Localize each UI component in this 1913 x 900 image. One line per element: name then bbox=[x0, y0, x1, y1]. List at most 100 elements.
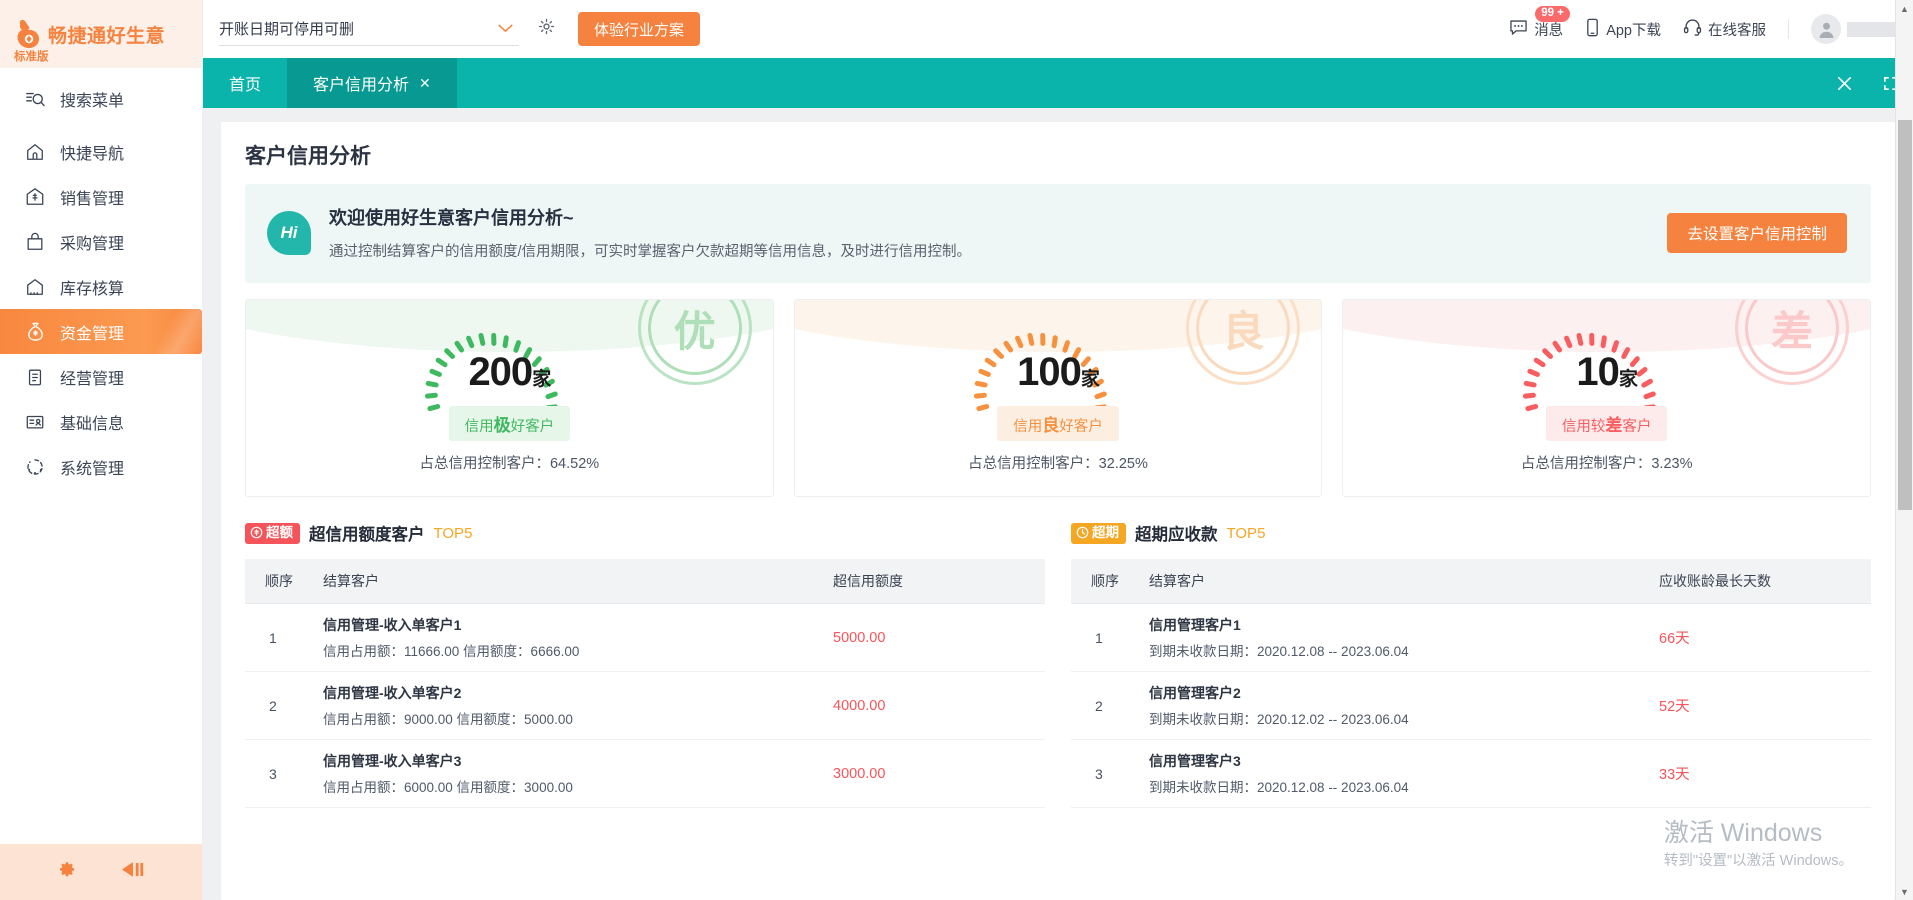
tab-home[interactable]: 首页 bbox=[203, 58, 287, 108]
table-row[interactable]: 3 信用管理客户3 到期未收款日期：2020.12.08 -- 2023.06.… bbox=[1071, 739, 1871, 808]
tab-close-icon[interactable]: ✕ bbox=[419, 74, 431, 91]
column-header-customer: 结算客户 bbox=[313, 559, 823, 604]
accounting-period-value: 开账日期可停用可删 bbox=[219, 21, 355, 38]
message-icon bbox=[1509, 19, 1528, 40]
gauge-value-good: 100家 bbox=[1017, 350, 1100, 394]
customer-sub: 到期未收款日期：2020.12.08 -- 2023.06.04 bbox=[1149, 780, 1409, 795]
over-credit-limit-section: 超额 超信用额度客户 TOP5 顺序 结算客户 超 bbox=[245, 521, 1045, 808]
gauge-tag-good: 信用良好客户 bbox=[997, 406, 1119, 441]
gauge-value-excellent: 200家 bbox=[468, 350, 551, 394]
sidebar-item-label: 销售管理 bbox=[60, 190, 125, 208]
gauge-percent-good: 占总信用控制客户：32.25% bbox=[968, 456, 1148, 472]
overdue-receivable-title: 超期应收款 bbox=[1135, 526, 1218, 544]
over-credit-limit-table: 顺序 结算客户 超信用额度 1 信用管理-收入单客 bbox=[245, 559, 1045, 808]
sidebar-item-label: 快捷导航 bbox=[60, 145, 125, 163]
sidebar-item-funds[interactable]: 资金管理 bbox=[0, 309, 202, 354]
cell-max-days: 33天 bbox=[1649, 739, 1871, 808]
sidebar-item-operations[interactable]: 经营管理 bbox=[0, 354, 202, 399]
credit-gauge-row: 优 bbox=[245, 299, 1872, 497]
accounting-period-select[interactable]: 开账日期可停用可删 bbox=[219, 12, 519, 46]
setup-credit-control-button[interactable]: 去设置客户信用控制 bbox=[1667, 212, 1847, 253]
scrollbar-thumb[interactable] bbox=[1898, 120, 1912, 510]
sidebar-item-purchase[interactable]: 采购管理 bbox=[0, 219, 202, 264]
main-pane: 开账日期可停用可删 体验行业方案 bbox=[203, 0, 1913, 900]
online-service-label: 在线客服 bbox=[1708, 22, 1766, 39]
tab-customer-credit-analysis[interactable]: 客户信用分析 ✕ bbox=[287, 58, 457, 108]
cell-max-days: 52天 bbox=[1649, 671, 1871, 740]
sidebar-item-basic-info[interactable]: 基础信息 bbox=[0, 399, 202, 444]
customer-sub: 信用占用额：11666.00 信用额度：6666.00 bbox=[323, 644, 580, 659]
sidebar-item-system[interactable]: 系统管理 bbox=[0, 444, 202, 489]
app-download-button[interactable]: App下载 bbox=[1585, 18, 1661, 41]
overdue-receivable-table: 顺序 结算客户 应收账龄最长天数 1 信用管理客户 bbox=[1071, 559, 1871, 808]
cell-customer: 信用管理客户3 到期未收款日期：2020.12.08 -- 2023.06.04 bbox=[1139, 739, 1649, 808]
customer-sub: 到期未收款日期：2020.12.08 -- 2023.06.04 bbox=[1149, 644, 1409, 659]
home-icon bbox=[24, 141, 46, 163]
messages-button[interactable]: 消息 99 + bbox=[1509, 5, 1570, 40]
messages-label: 消息 bbox=[1534, 22, 1564, 39]
sidebar-item-sales[interactable]: 销售管理 bbox=[0, 174, 202, 219]
customer-name: 信用管理-收入单客户3 bbox=[323, 753, 462, 769]
sidebar-item-label: 采购管理 bbox=[60, 235, 125, 253]
table-row[interactable]: 3 信用管理-收入单客户3 信用占用额：6000.00 信用额度：3000.00… bbox=[245, 739, 1045, 808]
messages-badge: 99 + bbox=[1535, 5, 1570, 22]
purchase-bag-icon bbox=[24, 231, 46, 253]
online-service-button[interactable]: 在线客服 bbox=[1683, 18, 1766, 40]
gauge-card-good[interactable]: 良 bbox=[793, 299, 1323, 497]
table-row[interactable]: 2 信用管理客户2 到期未收款日期：2020.12.02 -- 2023.06.… bbox=[1071, 671, 1871, 740]
cell-customer: 信用管理客户1 到期未收款日期：2020.12.08 -- 2023.06.04 bbox=[1139, 603, 1649, 672]
topbar-right-actions: 消息 99 + App下载 bbox=[1509, 5, 1899, 44]
sidebar-item-inventory[interactable]: 库存核算 bbox=[0, 264, 202, 309]
vertical-scrollbar[interactable]: ▲ ▼ bbox=[1895, 0, 1913, 900]
column-header-index: 顺序 bbox=[245, 559, 313, 604]
overdue-receivable-section: 超期 超期应收款 TOP5 顺序 结算客户 应收账 bbox=[1071, 521, 1871, 808]
page-header: 客户信用分析 bbox=[221, 122, 1895, 184]
over-credit-limit-title: 超信用额度客户 bbox=[309, 526, 425, 544]
cell-customer: 信用管理-收入单客户2 信用占用额：9000.00 信用额度：5000.00 bbox=[313, 671, 823, 740]
tables-row: 超额 超信用额度客户 TOP5 顺序 结算客户 超 bbox=[245, 521, 1871, 808]
sidebar-item-label: 库存核算 bbox=[60, 280, 125, 298]
close-icon[interactable] bbox=[1821, 58, 1867, 108]
money-bag-icon bbox=[24, 321, 46, 343]
table-row[interactable]: 2 信用管理-收入单客户2 信用占用额：9000.00 信用额度：5000.00… bbox=[245, 671, 1045, 740]
over-credit-limit-header: 超额 超信用额度客户 TOP5 bbox=[245, 521, 1045, 545]
sidebar-item-search-menu[interactable]: 搜索菜单 bbox=[0, 76, 202, 121]
scroll-up-arrow[interactable]: ▲ bbox=[1900, 3, 1909, 14]
brand-header[interactable]: 畅捷通好生意 标准版 bbox=[0, 0, 202, 68]
table-header-row: 顺序 结算客户 应收账龄最长天数 bbox=[1071, 559, 1871, 604]
stamp-excellent-icon: 优 bbox=[637, 300, 752, 385]
user-name-placeholder bbox=[1847, 21, 1899, 37]
gauge-card-excellent[interactable]: 优 bbox=[245, 299, 774, 497]
column-header-max-days: 应收账龄最长天数 bbox=[1649, 559, 1871, 604]
customer-name: 信用管理-收入单客户2 bbox=[323, 685, 462, 701]
table-row[interactable]: 1 信用管理-收入单客户1 信用占用额：11666.00 信用额度：6666.0… bbox=[245, 603, 1045, 672]
cell-index: 1 bbox=[245, 603, 313, 672]
gauge-dial-good: 100家 bbox=[963, 314, 1153, 422]
stamp-poor-icon: 差 bbox=[1735, 300, 1850, 385]
clipboard-icon bbox=[24, 366, 46, 388]
industry-solution-button[interactable]: 体验行业方案 bbox=[578, 12, 701, 46]
gauge-card-poor[interactable]: 差 bbox=[1342, 299, 1872, 497]
table-row[interactable]: 1 信用管理客户1 到期未收款日期：2020.12.08 -- 2023.06.… bbox=[1071, 603, 1871, 672]
gauge-tag-excellent: 信用极好客户 bbox=[448, 406, 571, 441]
sidebar-item-label: 系统管理 bbox=[60, 460, 125, 478]
gear-icon[interactable] bbox=[57, 860, 76, 884]
brand-name: 畅捷通好生意 bbox=[48, 25, 166, 47]
user-account-button[interactable] bbox=[1811, 14, 1899, 44]
welcome-banner: Hi 欢迎使用好生意客户信用分析~ 通过控制结算客户的信用额度/信用期限，可实时… bbox=[245, 184, 1871, 283]
page-title: 客户信用分析 bbox=[245, 145, 371, 168]
column-header-over-amount: 超信用额度 bbox=[823, 559, 1045, 604]
collapse-sidebar-icon[interactable] bbox=[121, 861, 145, 883]
gauge-percent-excellent: 占总信用控制客户：64.52% bbox=[419, 456, 600, 472]
overdue-receivable-top: TOP5 bbox=[1226, 524, 1266, 542]
over-limit-icon: 超额 bbox=[245, 522, 300, 544]
cell-index: 2 bbox=[245, 671, 313, 740]
gear-icon[interactable] bbox=[537, 17, 556, 41]
scroll-down-arrow[interactable]: ▼ bbox=[1900, 886, 1909, 897]
welcome-description: 通过控制结算客户的信用额度/信用期限，可实时掌握客户欠款超期等信用信息，及时进行… bbox=[329, 244, 972, 260]
cell-customer: 信用管理-收入单客户1 信用占用额：11666.00 信用额度：6666.00 bbox=[313, 603, 823, 672]
warehouse-icon bbox=[24, 276, 46, 298]
cell-over-amount: 5000.00 bbox=[823, 603, 1045, 672]
sidebar-item-quick-nav[interactable]: 快捷导航 bbox=[0, 129, 202, 174]
avatar bbox=[1811, 14, 1841, 44]
